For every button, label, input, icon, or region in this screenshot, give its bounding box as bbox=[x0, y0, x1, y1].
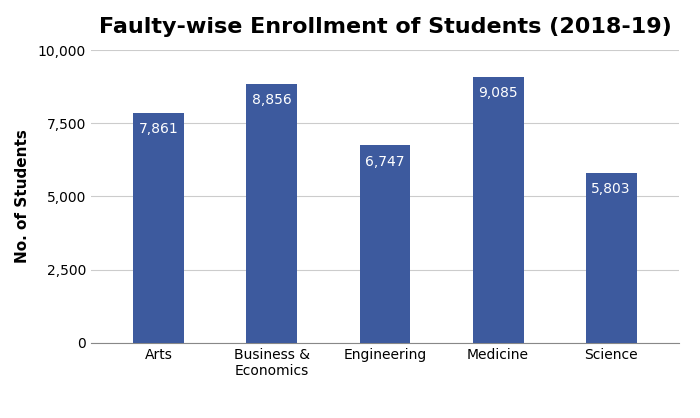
Text: 9,085: 9,085 bbox=[478, 86, 518, 100]
Title: Faulty-wise Enrollment of Students (2018-19): Faulty-wise Enrollment of Students (2018… bbox=[99, 18, 671, 38]
Text: 7,861: 7,861 bbox=[139, 122, 178, 136]
Bar bbox=[586, 173, 636, 343]
Bar bbox=[246, 84, 298, 343]
Bar bbox=[134, 113, 184, 343]
Text: 5,803: 5,803 bbox=[592, 182, 631, 196]
Bar bbox=[360, 145, 410, 343]
Text: 8,856: 8,856 bbox=[252, 93, 292, 107]
Text: 6,747: 6,747 bbox=[365, 155, 405, 169]
Bar bbox=[473, 77, 524, 343]
Y-axis label: No. of Students: No. of Students bbox=[15, 130, 29, 263]
